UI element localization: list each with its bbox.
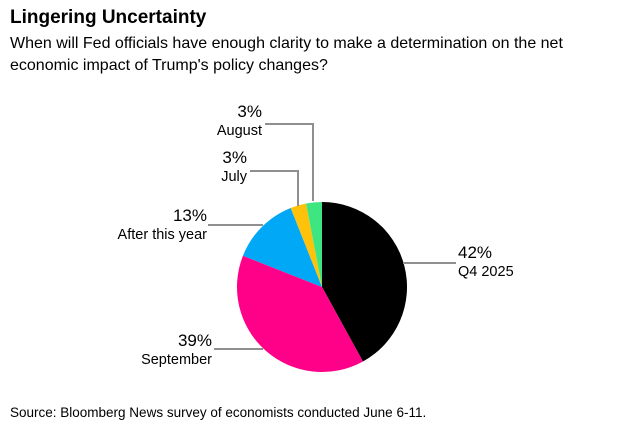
label-september-pct: 39% xyxy=(177,331,212,350)
pie-slice-july xyxy=(290,203,322,287)
pie-slice-after-this-year xyxy=(242,207,322,287)
label-september: 39% September xyxy=(141,330,212,369)
label-q4-2025-name: Q4 2025 xyxy=(458,264,514,280)
label-after-this-year: 13% After this year xyxy=(118,205,207,244)
label-august: 3% August xyxy=(217,101,262,140)
label-july-name: July xyxy=(221,169,247,185)
label-after-this-year-pct: 13% xyxy=(172,206,207,225)
label-july: 3% July xyxy=(221,147,247,186)
label-q4-2025: 42% Q4 2025 xyxy=(458,242,514,281)
pie-slice-q4-2025 xyxy=(322,202,408,362)
leader-line-july xyxy=(250,170,299,206)
label-after-this-year-name: After this year xyxy=(117,227,207,243)
label-august-name: August xyxy=(216,123,262,139)
chart-title: Lingering Uncertainty xyxy=(10,7,207,28)
label-august-pct: 3% xyxy=(237,102,262,121)
pie-slice-september xyxy=(236,255,363,373)
label-september-name: September xyxy=(141,352,212,368)
label-july-pct: 3% xyxy=(222,148,247,167)
pie-slice-august xyxy=(306,202,322,287)
leader-line-august xyxy=(265,123,314,201)
chart-subtitle: When will Fed officials have enough clar… xyxy=(10,35,563,74)
label-q4-2025-pct: 42% xyxy=(458,243,493,262)
source-note: Source: Bloomberg News survey of economi… xyxy=(10,405,427,420)
